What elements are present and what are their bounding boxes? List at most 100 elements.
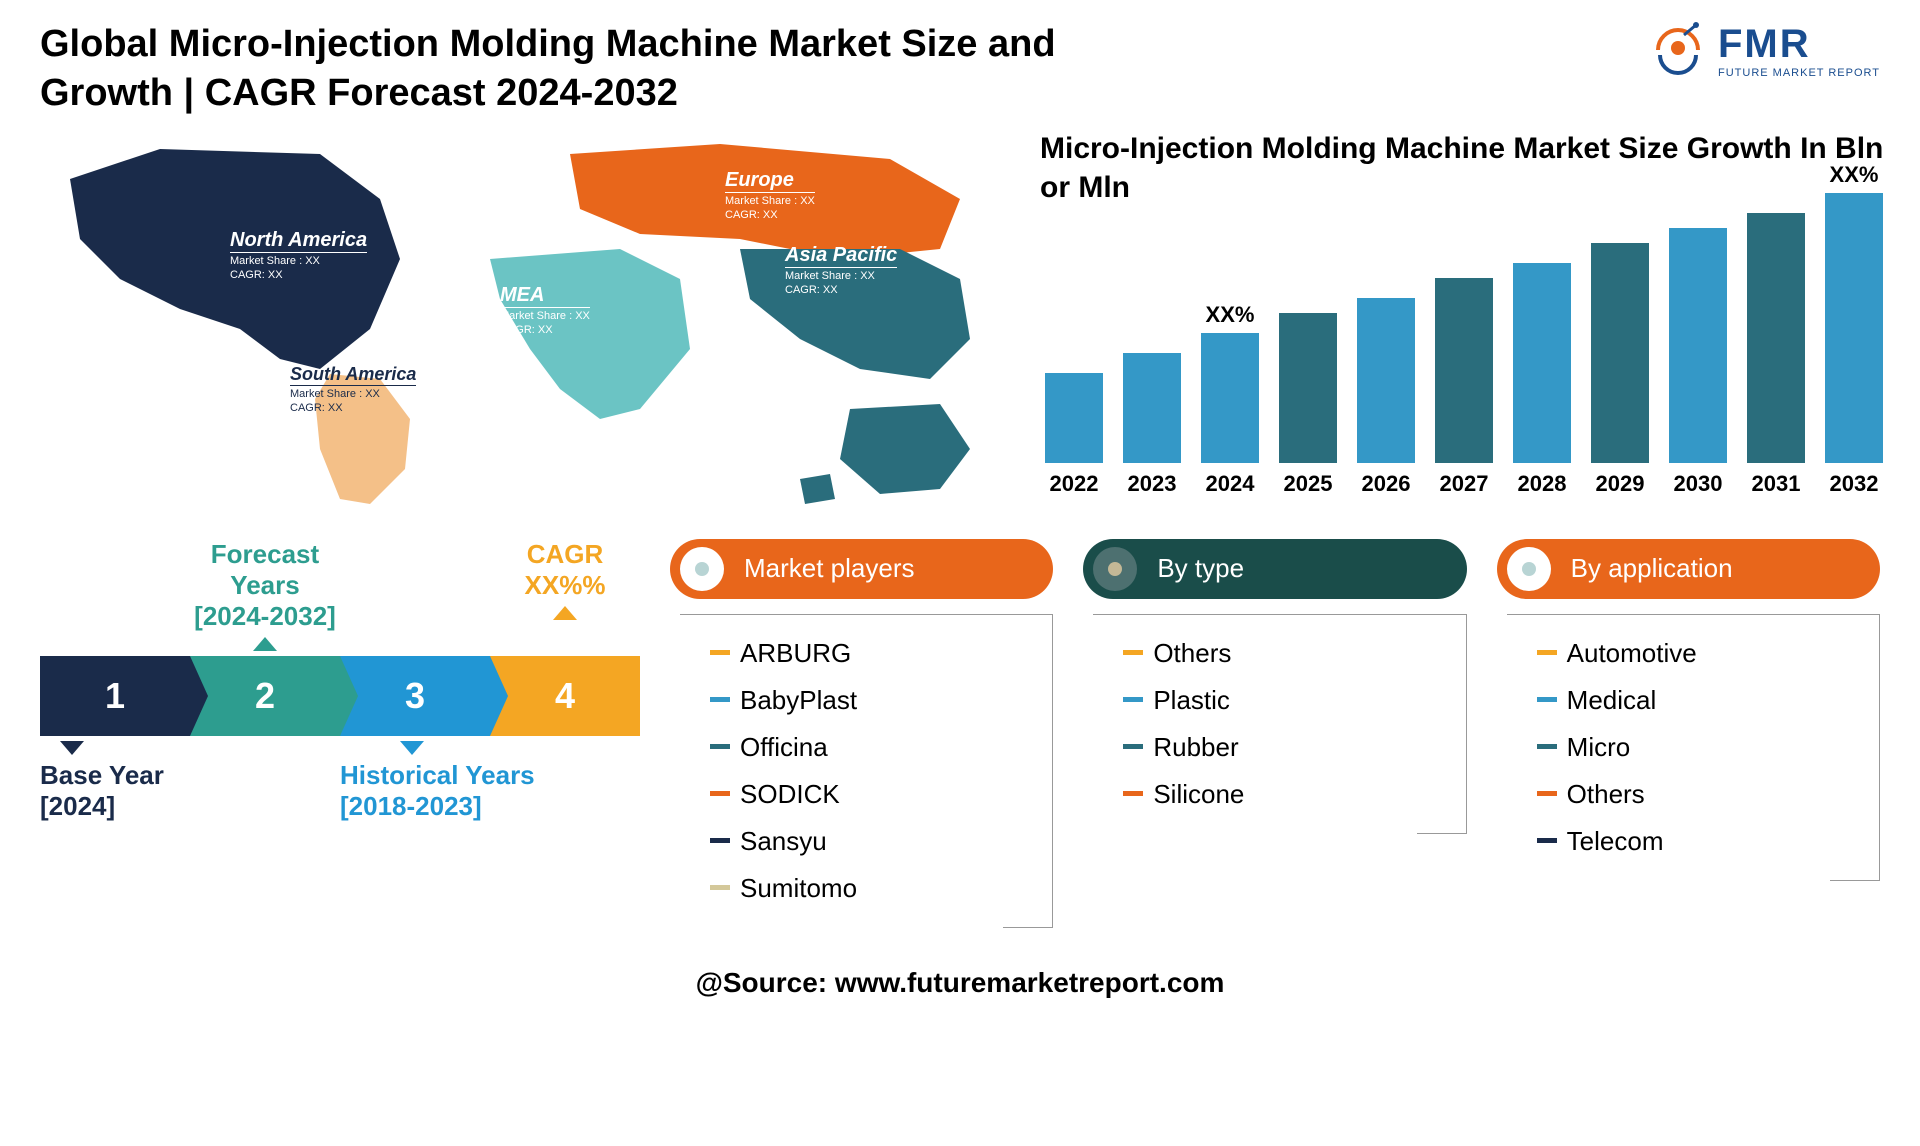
- bar-group-2028: 2028: [1508, 263, 1576, 497]
- category-dot-icon: [1507, 547, 1551, 591]
- category-by-type: By type OthersPlasticRubberSilicone: [1083, 539, 1466, 927]
- bar-group-2022: 2022: [1040, 373, 1108, 497]
- bar-year-label: 2025: [1284, 471, 1333, 497]
- bar: [1045, 373, 1103, 463]
- category-by-application: By application AutomotiveMedicalMicroOth…: [1497, 539, 1880, 927]
- category-dot-icon: [680, 547, 724, 591]
- region-cagr: CAGR: XX: [230, 267, 367, 281]
- bar-year-label: 2032: [1830, 471, 1879, 497]
- category-title: By type: [1157, 553, 1244, 584]
- category-dot-icon: [1093, 547, 1137, 591]
- bar: [1591, 243, 1649, 463]
- world-map: North America Market Share : XX CAGR: XX…: [40, 129, 1000, 509]
- bar: [1123, 353, 1181, 463]
- bar-top-label: XX%: [1206, 302, 1255, 328]
- logo-fmr-text: FMR: [1718, 22, 1880, 67]
- timeline-segment-3: 3: [340, 656, 490, 736]
- top-section: North America Market Share : XX CAGR: XX…: [40, 129, 1880, 509]
- forecast-years-value: [2024-2032]: [190, 601, 340, 632]
- bar-year-label: 2027: [1440, 471, 1489, 497]
- bottom-section: Forecast Years [2024-2032] CAGR XX%% 123…: [40, 539, 1880, 927]
- categories-container: Market players ARBURGBabyPlastOfficinaSO…: [670, 539, 1880, 927]
- bar: [1357, 298, 1415, 463]
- category-item: Automotive: [1537, 630, 1879, 677]
- forecast-years-label: Forecast Years: [190, 539, 340, 601]
- category-item: Others: [1537, 771, 1879, 818]
- bar-top-label: XX%: [1830, 162, 1879, 188]
- category-list: OthersPlasticRubberSilicone: [1093, 614, 1466, 833]
- category-list: AutomotiveMedicalMicroOthersTelecom: [1507, 614, 1880, 880]
- logo-subtitle: FUTURE MARKET REPORT: [1718, 67, 1880, 79]
- region-market-share: Market Share : XX: [290, 385, 416, 400]
- region-mea: MEA Market Share : XX CAGR: XX: [500, 284, 590, 336]
- region-north-america: North America Market Share : XX CAGR: XX: [230, 229, 367, 281]
- bar-year-label: 2030: [1674, 471, 1723, 497]
- region-europe: Europe Market Share : XX CAGR: XX: [725, 169, 815, 221]
- chart-title: Micro-Injection Molding Machine Market S…: [1040, 129, 1888, 207]
- region-name: Europe: [725, 169, 815, 192]
- category-header: By application: [1497, 539, 1880, 599]
- region-market-share: Market Share : XX: [500, 307, 590, 322]
- category-header: Market players: [670, 539, 1053, 599]
- category-item: Plastic: [1123, 677, 1465, 724]
- timeline-segment-2: 2: [190, 656, 340, 736]
- bar-year-label: 2028: [1518, 471, 1567, 497]
- triangle-down-icon: [60, 741, 84, 755]
- category-header: By type: [1083, 539, 1466, 599]
- bar-group-2030: 2030: [1664, 228, 1732, 497]
- timeline-segment-4: 4: [490, 656, 640, 736]
- bar-group-2032: XX% 2032: [1820, 162, 1888, 497]
- region-cagr: CAGR: XX: [725, 207, 815, 221]
- bar-year-label: 2022: [1050, 471, 1099, 497]
- timeline-bar: 1234: [40, 656, 640, 736]
- bar-group-2025: 2025: [1274, 313, 1342, 497]
- bar: [1435, 278, 1493, 463]
- category-item: Telecom: [1537, 818, 1879, 865]
- category-item: Officina: [710, 724, 1052, 771]
- bar-year-label: 2023: [1128, 471, 1177, 497]
- bar: [1669, 228, 1727, 463]
- bar-year-label: 2024: [1206, 471, 1255, 497]
- logo-text: FMR FUTURE MARKET REPORT: [1718, 22, 1880, 79]
- category-item: Rubber: [1123, 724, 1465, 771]
- bar-group-2031: 2031: [1742, 213, 1810, 497]
- bar-year-label: 2029: [1596, 471, 1645, 497]
- bars-container: 2022 2023 XX% 2024 2025 2026 2027 2028 2029 2030 2…: [1040, 217, 1888, 497]
- region-cagr: CAGR: XX: [500, 322, 590, 336]
- region-asia-pacific: Asia Pacific Market Share : XX CAGR: XX: [785, 244, 897, 296]
- bar: [1825, 193, 1883, 463]
- region-name: Asia Pacific: [785, 244, 897, 267]
- bar-group-2023: 2023: [1118, 353, 1186, 497]
- base-year-label: Base Year: [40, 760, 190, 791]
- category-item: Sumitomo: [710, 865, 1052, 912]
- page-title: Global Micro-Injection Molding Machine M…: [40, 20, 1140, 119]
- bar-group-2026: 2026: [1352, 298, 1420, 497]
- category-item: ARBURG: [710, 630, 1052, 677]
- region-cagr: CAGR: XX: [290, 400, 416, 414]
- timeline-infographic: Forecast Years [2024-2032] CAGR XX%% 123…: [40, 539, 640, 927]
- category-item: Sansyu: [710, 818, 1052, 865]
- region-cagr: CAGR: XX: [785, 282, 897, 296]
- header: Global Micro-Injection Molding Machine M…: [40, 20, 1880, 119]
- region-name: North America: [230, 229, 367, 252]
- bar-group-2024: XX% 2024: [1196, 302, 1264, 497]
- category-item: Silicone: [1123, 771, 1465, 818]
- bar: [1747, 213, 1805, 463]
- base-year-value: [2024]: [40, 791, 190, 822]
- region-south-america: South America Market Share : XX CAGR: XX: [290, 364, 416, 414]
- historical-years-label: Historical Years: [340, 760, 640, 791]
- cagr-value: XX%%: [490, 570, 640, 601]
- bar-chart: Micro-Injection Molding Machine Market S…: [1000, 129, 1888, 509]
- bar-year-label: 2026: [1362, 471, 1411, 497]
- source-attribution: @Source: www.futuremarketreport.com: [40, 967, 1880, 999]
- region-name: MEA: [500, 284, 590, 307]
- category-item: Others: [1123, 630, 1465, 677]
- historical-years-value: [2018-2023]: [340, 791, 640, 822]
- category-item: SODICK: [710, 771, 1052, 818]
- category-list: ARBURGBabyPlastOfficinaSODICKSansyuSumit…: [680, 614, 1053, 927]
- category-title: Market players: [744, 553, 915, 584]
- region-name: South America: [290, 364, 416, 385]
- category-item: Medical: [1537, 677, 1879, 724]
- bar-group-2029: 2029: [1586, 243, 1654, 497]
- region-market-share: Market Share : XX: [230, 252, 367, 267]
